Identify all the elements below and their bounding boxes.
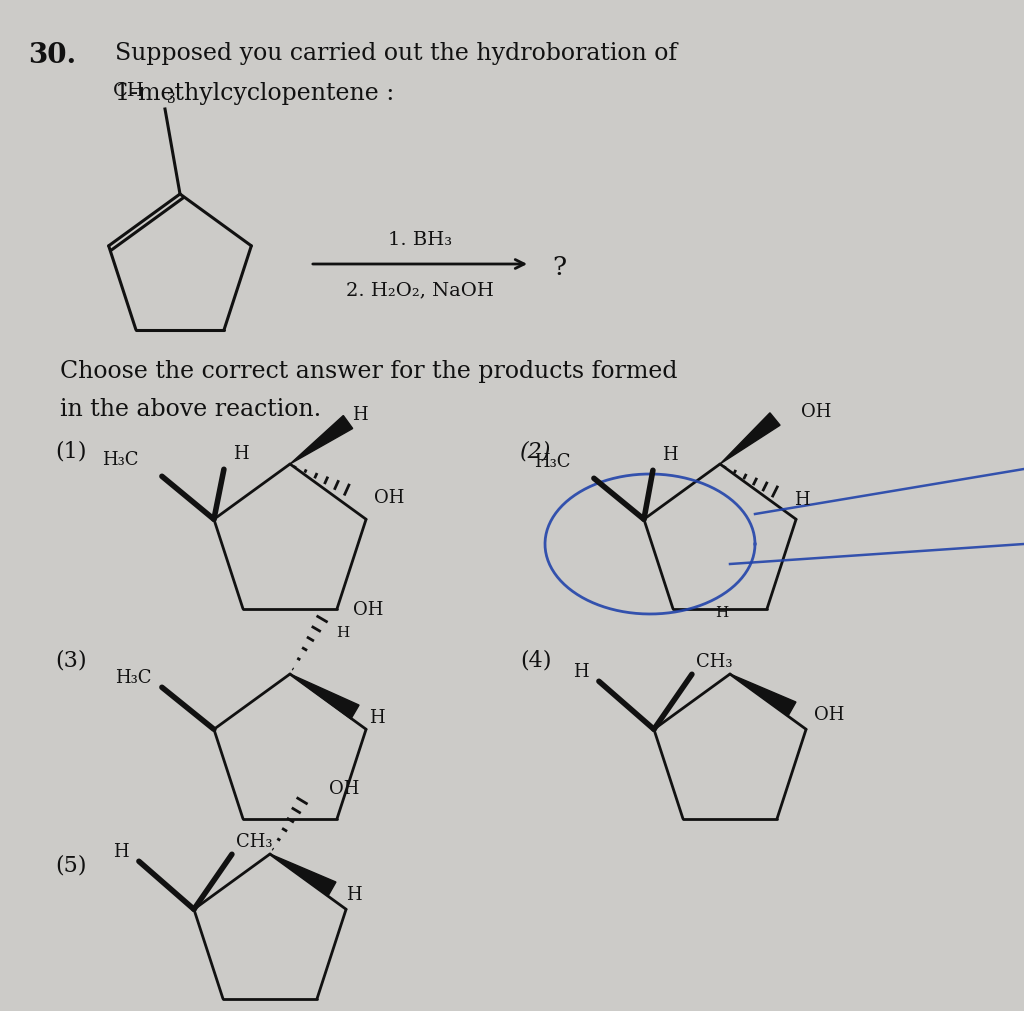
Text: H: H — [663, 446, 678, 464]
Polygon shape — [270, 854, 336, 896]
Text: H: H — [716, 606, 729, 620]
Polygon shape — [730, 674, 796, 716]
Text: 2. H₂O₂, NaOH: 2. H₂O₂, NaOH — [346, 281, 494, 298]
Text: OH: OH — [329, 779, 359, 798]
Text: 30.: 30. — [28, 42, 76, 69]
Text: (3): (3) — [55, 649, 87, 671]
Polygon shape — [290, 417, 352, 464]
Text: CH₃: CH₃ — [236, 832, 272, 850]
Text: 3: 3 — [167, 92, 176, 106]
Text: in the above reaction.: in the above reaction. — [60, 397, 322, 421]
Text: Choose the correct answer for the products formed: Choose the correct answer for the produc… — [60, 360, 678, 382]
Text: CH₃: CH₃ — [696, 653, 732, 670]
Text: H: H — [346, 885, 361, 903]
Text: OH: OH — [353, 601, 383, 619]
Text: 1. BH₃: 1. BH₃ — [388, 231, 452, 249]
Polygon shape — [290, 674, 359, 719]
Text: H: H — [794, 490, 810, 509]
Text: (1): (1) — [55, 440, 86, 462]
Text: (5): (5) — [55, 854, 86, 877]
Text: H: H — [352, 405, 368, 424]
Text: Supposed you carried out the hydroboration of: Supposed you carried out the hydroborati… — [115, 42, 677, 65]
Text: H₃C: H₃C — [102, 451, 139, 469]
Text: ?: ? — [552, 254, 566, 279]
Text: H₃C: H₃C — [116, 668, 152, 686]
Text: OH: OH — [814, 706, 845, 723]
Text: OH: OH — [801, 402, 831, 421]
Polygon shape — [720, 413, 780, 464]
Text: H: H — [114, 842, 129, 860]
Text: H: H — [573, 662, 589, 680]
Text: CH: CH — [113, 82, 145, 100]
Text: H: H — [336, 626, 349, 639]
Text: H: H — [369, 709, 385, 726]
Text: H₃C: H₃C — [535, 453, 571, 471]
Text: OH: OH — [374, 488, 404, 507]
Text: (4): (4) — [520, 649, 552, 671]
Text: 1-methylcyclopentene :: 1-methylcyclopentene : — [115, 82, 394, 105]
Text: (2): (2) — [520, 440, 551, 462]
Text: H: H — [233, 445, 249, 463]
